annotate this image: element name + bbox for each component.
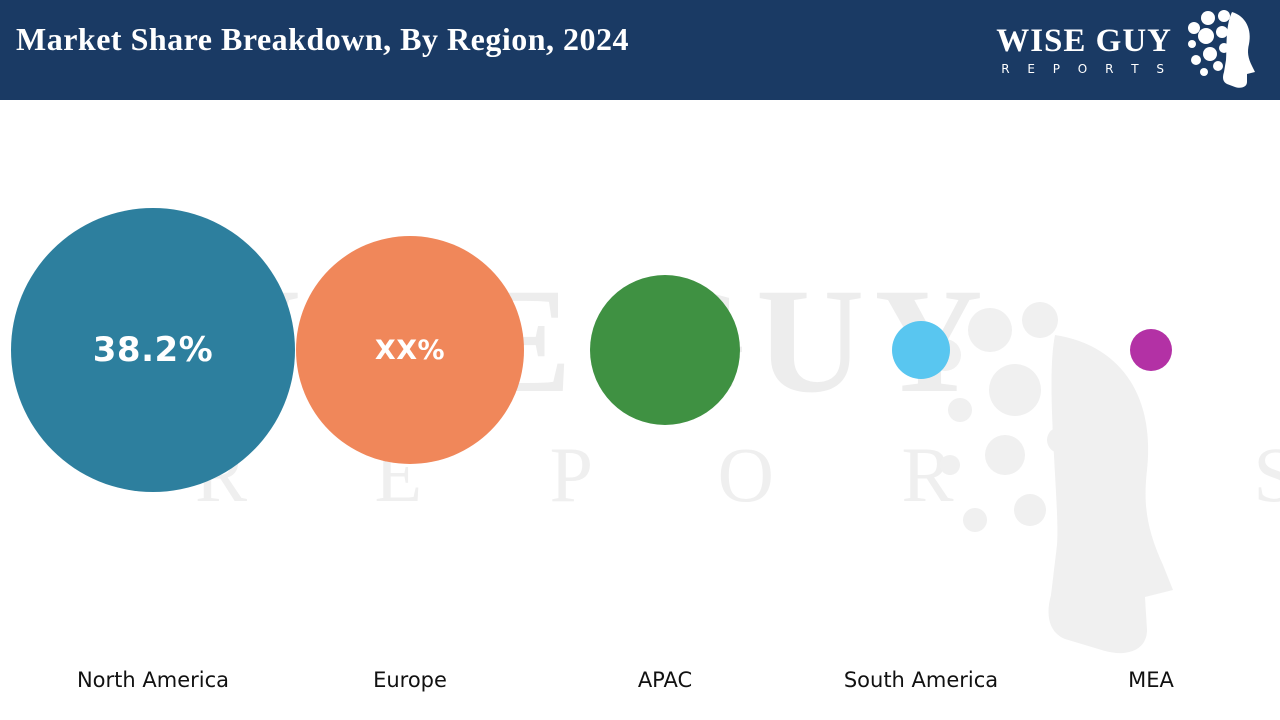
bubble-north-america: 38.2% bbox=[11, 208, 295, 492]
header-bar: Market Share Breakdown, By Region, 2024 … bbox=[0, 0, 1280, 100]
bubble-europe: XX% bbox=[296, 236, 524, 464]
logo-subtitle: R E P O R T S bbox=[1001, 61, 1171, 76]
region-label-apac: APAC bbox=[637, 668, 693, 692]
bubble-value-europe: XX% bbox=[374, 334, 446, 366]
wise-guy-logo: WISE GUY R E P O R T S bbox=[996, 6, 1258, 94]
region-label-mea: MEA bbox=[1128, 668, 1174, 692]
logo-text: WISE GUY R E P O R T S bbox=[996, 22, 1172, 76]
bubble-chart: WISE GUY R E P O R T S bbox=[0, 100, 1280, 720]
region-labels: North America Europe APAC South America MEA bbox=[0, 100, 1280, 720]
head-profile-icon bbox=[1180, 6, 1258, 94]
page-title: Market Share Breakdown, By Region, 2024 bbox=[16, 20, 629, 57]
logo-wordmark: WISE GUY bbox=[996, 22, 1172, 59]
bubble-apac bbox=[590, 275, 740, 425]
region-label-europe: Europe bbox=[373, 668, 447, 692]
bubble-value-north-america: 38.2% bbox=[92, 330, 214, 370]
region-label-north-america: North America bbox=[76, 668, 230, 692]
region-label-south-america: South America bbox=[843, 668, 999, 692]
